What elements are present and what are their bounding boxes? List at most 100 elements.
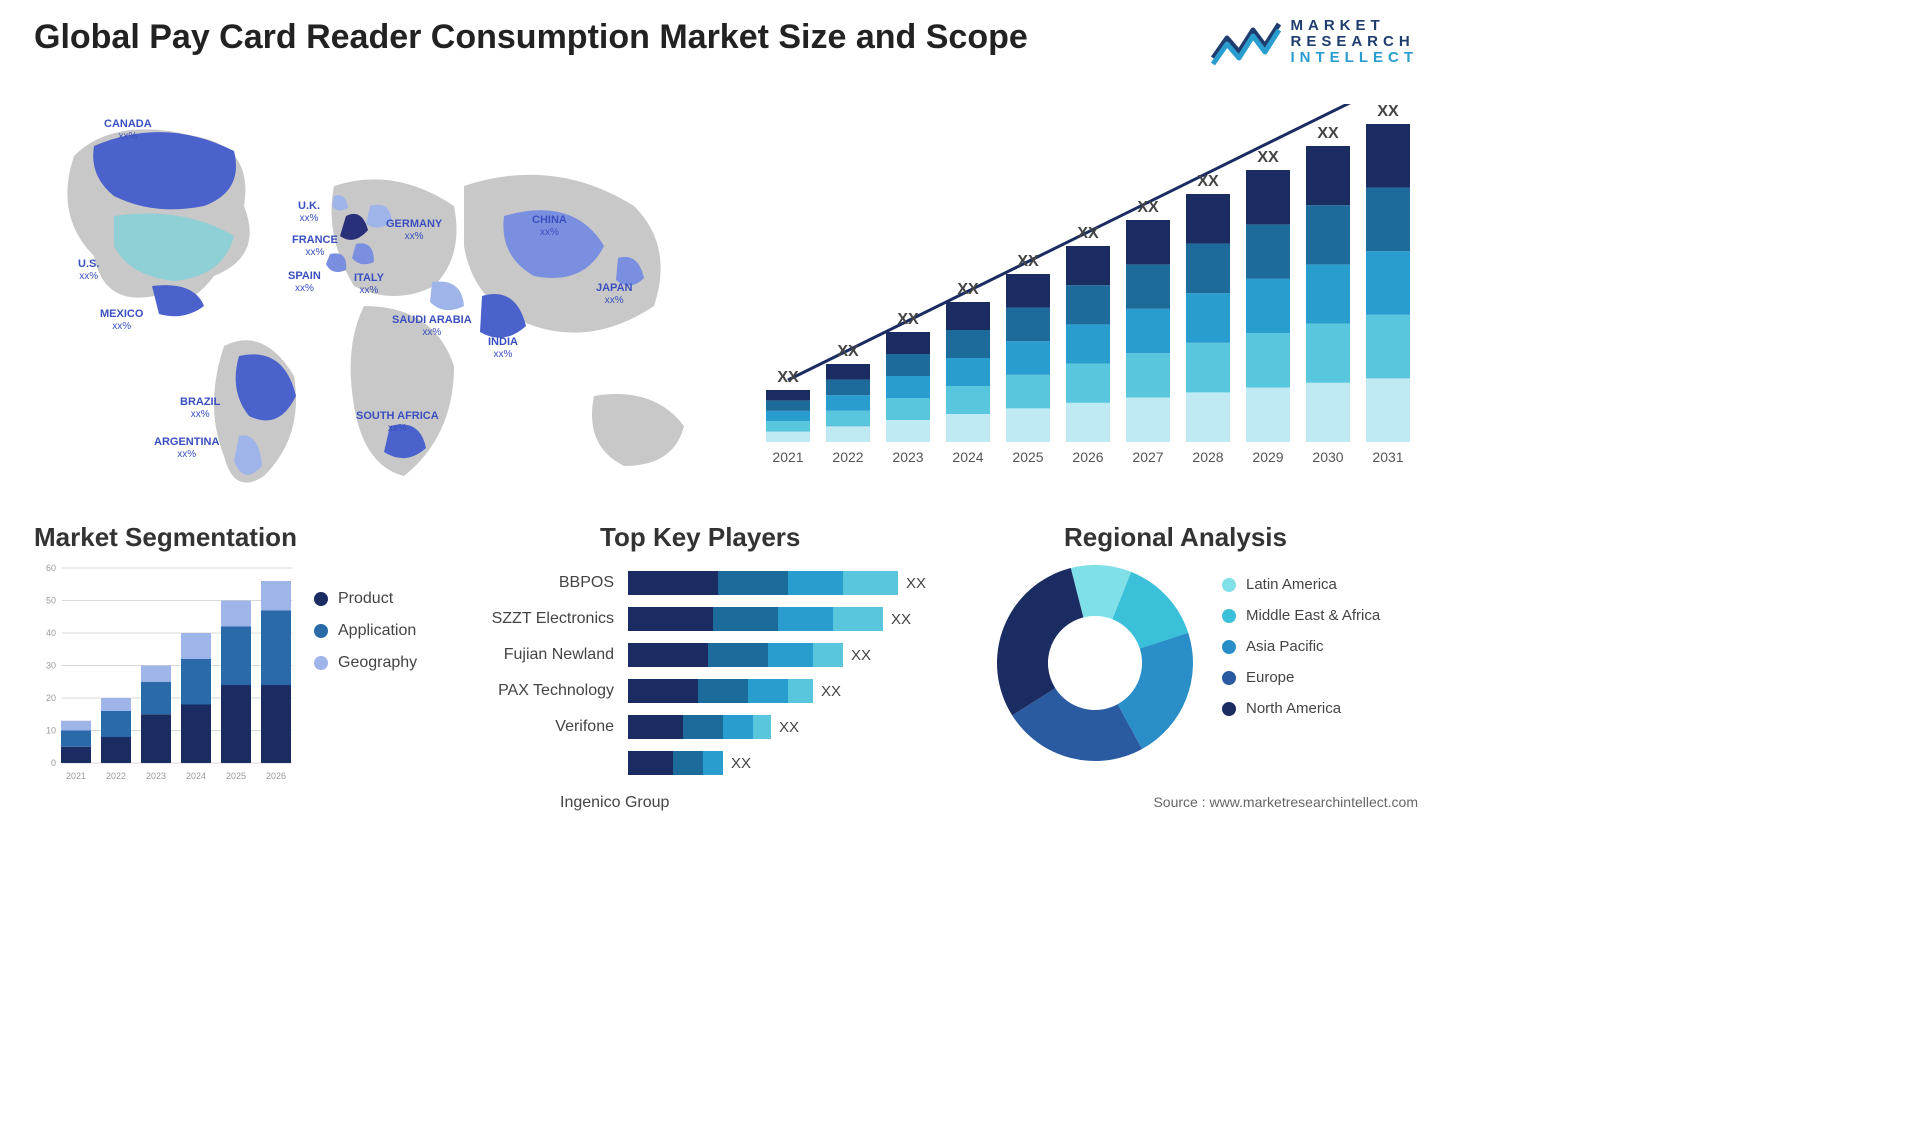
key-player-row: Verifone XX — [468, 714, 968, 740]
regional-donut-svg — [990, 558, 1200, 768]
svg-text:XX: XX — [837, 343, 859, 360]
svg-text:60: 60 — [46, 563, 56, 573]
key-player-row: SZZT Electronics XX — [468, 606, 968, 632]
svg-text:XX: XX — [1257, 149, 1279, 166]
growth-chart-svg: XX 2021 XX 2022 XX 2023 XX 2024 XX 2025 XX 2026 XX 20… — [758, 104, 1418, 484]
key-player-name: SZZT Electronics — [468, 610, 628, 628]
key-player-row: Fujian Newland XX — [468, 642, 968, 668]
key-players-title: Top Key Players — [600, 522, 800, 553]
map-label-spain: SPAINxx% — [288, 270, 321, 294]
svg-text:2029: 2029 — [1252, 449, 1283, 465]
source-attribution: Source : www.marketresearchintellect.com — [1153, 794, 1418, 810]
key-player-name: Fujian Newland — [468, 646, 628, 664]
logo-mark-icon — [1211, 18, 1281, 66]
map-label-u-k-: U.K.xx% — [298, 200, 320, 224]
key-player-value: XX — [731, 755, 751, 772]
key-player-extra: Ingenico Group — [560, 794, 669, 812]
logo-line3: INTELLECT — [1291, 50, 1419, 66]
map-label-south-africa: SOUTH AFRICAxx% — [356, 410, 439, 434]
key-player-bar — [628, 571, 898, 595]
world-map: CANADAxx% U.S.xx% MEXICOxx% BRAZILxx% ARGENT… — [34, 96, 714, 506]
logo-line1: MARKET — [1291, 18, 1419, 34]
svg-text:2025: 2025 — [226, 771, 246, 781]
map-label-brazil: BRAZILxx% — [180, 396, 220, 420]
svg-text:2030: 2030 — [1312, 449, 1343, 465]
brand-logo: MARKET RESEARCH INTELLECT — [1211, 18, 1419, 66]
key-player-name: PAX Technology — [468, 682, 628, 700]
svg-text:2022: 2022 — [106, 771, 126, 781]
key-player-value: XX — [821, 683, 841, 700]
regional-legend-item: Asia Pacific — [1222, 638, 1380, 655]
svg-text:2026: 2026 — [1072, 449, 1103, 465]
segmentation-chart: 0 10 20 30 40 50 60 2021 2022 2023 2024 2025 2026 Pr… — [34, 560, 444, 790]
key-player-bar — [628, 751, 723, 775]
key-player-value: XX — [891, 611, 911, 628]
regional-legend-item: Middle East & Africa — [1222, 607, 1380, 624]
segmentation-legend: Product Application Geography — [314, 590, 417, 686]
svg-text:20: 20 — [46, 693, 56, 703]
logo-text: MARKET RESEARCH INTELLECT — [1291, 18, 1419, 65]
key-player-row: XX — [468, 750, 968, 776]
key-player-value: XX — [779, 719, 799, 736]
page-title: Global Pay Card Reader Consumption Marke… — [34, 18, 1028, 57]
svg-text:XX: XX — [1197, 173, 1219, 190]
segmentation-svg: 0 10 20 30 40 50 60 2021 2022 2023 2024 2025 2026 — [34, 560, 294, 785]
map-label-italy: ITALYxx% — [354, 272, 384, 296]
regional-chart: Latin America Middle East & Africa Asia Pa… — [990, 558, 1430, 778]
svg-text:30: 30 — [46, 661, 56, 671]
key-player-bar — [628, 679, 813, 703]
svg-text:XX: XX — [777, 369, 799, 386]
regional-legend-item: North America — [1222, 700, 1380, 717]
regional-title: Regional Analysis — [1064, 522, 1287, 553]
svg-text:XX: XX — [1377, 104, 1399, 120]
seg-legend-application: Application — [314, 622, 417, 640]
svg-text:10: 10 — [46, 726, 56, 736]
svg-text:2021: 2021 — [66, 771, 86, 781]
map-label-india: INDIAxx% — [488, 336, 518, 360]
svg-text:2024: 2024 — [952, 449, 983, 465]
svg-text:2024: 2024 — [186, 771, 206, 781]
key-player-row: PAX Technology XX — [468, 678, 968, 704]
svg-text:XX: XX — [1137, 199, 1159, 216]
svg-text:2023: 2023 — [892, 449, 923, 465]
logo-line2: RESEARCH — [1291, 34, 1419, 50]
map-label-u-s-: U.S.xx% — [78, 258, 99, 282]
svg-text:2028: 2028 — [1192, 449, 1223, 465]
regional-legend: Latin America Middle East & Africa Asia Pa… — [1222, 576, 1380, 731]
segmentation-title: Market Segmentation — [34, 522, 297, 553]
key-player-name: BBPOS — [468, 574, 628, 592]
key-player-row: BBPOS XX — [468, 570, 968, 596]
key-player-value: XX — [906, 575, 926, 592]
map-label-saudi-arabia: SAUDI ARABIAxx% — [392, 314, 472, 338]
key-player-name: Verifone — [468, 718, 628, 736]
map-label-china: CHINAxx% — [532, 214, 567, 238]
svg-text:XX: XX — [1077, 225, 1099, 242]
key-player-bar — [628, 607, 883, 631]
map-label-japan: JAPANxx% — [596, 282, 632, 306]
regional-legend-item: Latin America — [1222, 576, 1380, 593]
svg-text:XX: XX — [897, 311, 919, 328]
svg-text:2025: 2025 — [1012, 449, 1043, 465]
svg-text:2026: 2026 — [266, 771, 286, 781]
svg-text:2023: 2023 — [146, 771, 166, 781]
regional-legend-item: Europe — [1222, 669, 1380, 686]
svg-text:2031: 2031 — [1372, 449, 1403, 465]
map-label-mexico: MEXICOxx% — [100, 308, 143, 332]
seg-legend-product: Product — [314, 590, 417, 608]
growth-chart: XX 2021 XX 2022 XX 2023 XX 2024 XX 2025 XX 2026 XX 20… — [758, 104, 1418, 484]
map-label-canada: CANADAxx% — [104, 118, 152, 142]
svg-text:2022: 2022 — [832, 449, 863, 465]
key-player-value: XX — [851, 647, 871, 664]
svg-text:2021: 2021 — [772, 449, 803, 465]
map-label-argentina: ARGENTINAxx% — [154, 436, 219, 460]
svg-text:50: 50 — [46, 596, 56, 606]
key-players-chart: BBPOS XX SZZT Electronics XX Fujian Newland X… — [468, 570, 968, 786]
svg-text:40: 40 — [46, 628, 56, 638]
seg-legend-geography: Geography — [314, 654, 417, 672]
key-player-bar — [628, 643, 843, 667]
svg-text:XX: XX — [957, 281, 979, 298]
svg-text:XX: XX — [1017, 253, 1039, 270]
svg-text:0: 0 — [51, 758, 56, 768]
map-label-france: FRANCExx% — [292, 234, 338, 258]
map-label-germany: GERMANYxx% — [386, 218, 442, 242]
